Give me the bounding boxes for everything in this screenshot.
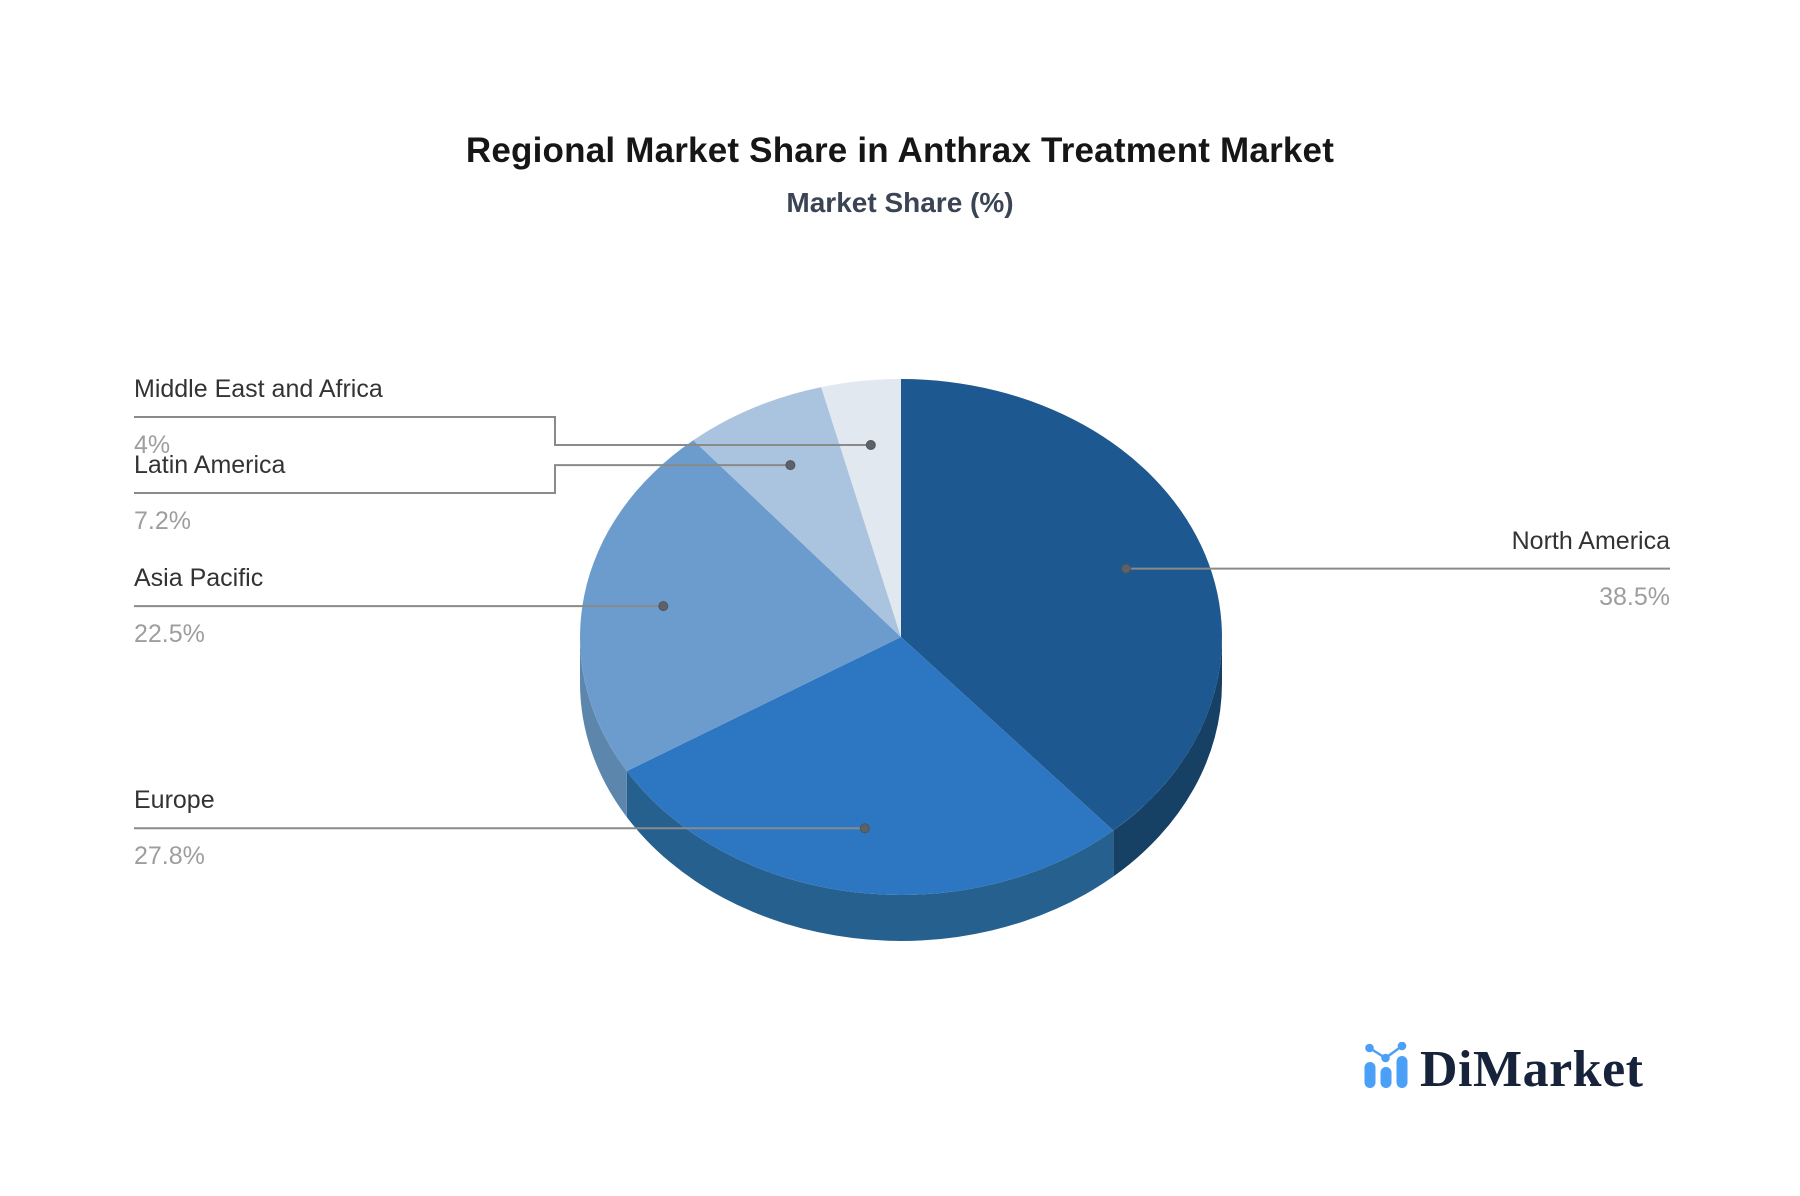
pie-slice-asia-pacific[interactable] (580, 440, 901, 772)
slice-label-text: Asia Pacific (134, 564, 264, 592)
slice-value-text: 27.8% (134, 842, 205, 870)
slice-label-text: Latin America (134, 451, 286, 479)
bar-line-chart-logo-icon (1364, 1042, 1408, 1088)
connector-dot-north-america (1121, 563, 1132, 574)
slice-value-text: 7.2% (134, 507, 191, 535)
pie-side-north-america (1113, 637, 1222, 877)
pie-side-europe (626, 771, 1114, 941)
brand-logo: DiMarket (1363, 1040, 1643, 1098)
connector-dot-asia-pacific (658, 601, 669, 612)
slice-value-text: 38.5% (1599, 583, 1670, 611)
chart-subtitle: Market Share (%) (786, 187, 1014, 218)
slice-label-text: Europe (134, 786, 215, 814)
connector-dot-middle-east-and-africa (865, 440, 876, 450)
pie-slice-middle-east-and-africa[interactable] (821, 379, 901, 637)
slice-value-text: 22.5% (134, 620, 205, 648)
connector-dot-europe (859, 823, 870, 834)
slice-label-text: Middle East and Africa (134, 375, 383, 403)
pie-slice-europe[interactable] (626, 637, 1114, 895)
slice-label-text: North America (1511, 527, 1670, 555)
slice-value-text: 4% (134, 431, 171, 459)
pie-side-asia-pacific (580, 637, 627, 818)
label-connector-middle-east-and-africa (134, 416, 871, 446)
chart-title: Regional Market Share in Anthrax Treatme… (465, 131, 1335, 170)
pie-slice-north-america[interactable] (901, 379, 1222, 831)
connector-dot-latin-america (785, 460, 796, 471)
pie-slice-latin-america[interactable] (693, 387, 901, 637)
label-connector-latin-america (134, 464, 791, 494)
brand-name: DiMarket (1420, 1041, 1644, 1098)
